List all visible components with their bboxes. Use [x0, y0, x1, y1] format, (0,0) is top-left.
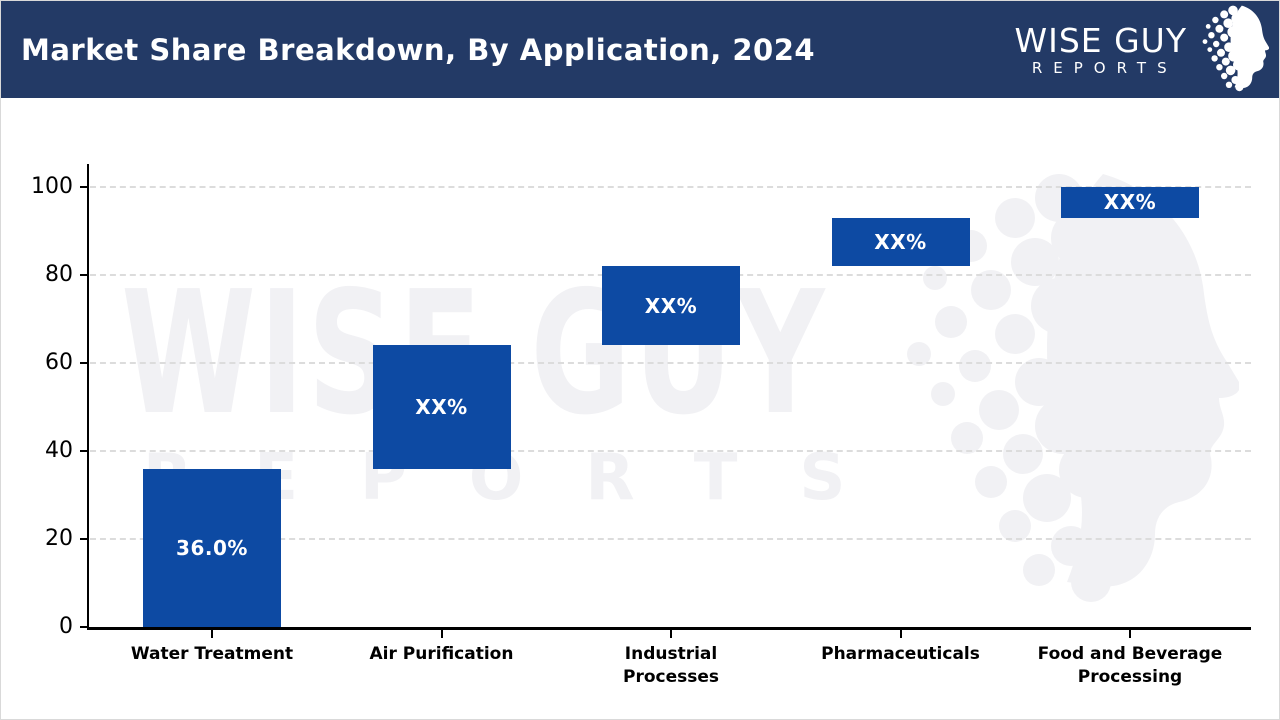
category-label-air-purification: Air Purification	[369, 644, 514, 664]
ytick-mark-0	[80, 626, 89, 628]
category-label-water-treatment: Water Treatment	[130, 644, 294, 664]
bar-food-and-beverage-processing: XX%	[1061, 187, 1199, 218]
ytick-mark-100	[80, 186, 89, 188]
bar-value-label-industrial-processes: XX%	[644, 293, 698, 318]
gridline-100	[90, 186, 1251, 188]
x-axis-line	[87, 627, 1251, 630]
wiseguy-logo: WISE GUY REPORTS	[1014, 4, 1269, 96]
header-bar: Market Share Breakdown, By Application, …	[1, 1, 1279, 98]
gridline-60	[90, 362, 1251, 364]
dot-head-logo-icon	[1189, 4, 1269, 96]
ytick-mark-20	[80, 538, 89, 540]
category-label-industrial-processes: Industrial Processes	[622, 644, 719, 687]
ytick-mark-40	[80, 450, 89, 452]
ytick-mark-60	[80, 362, 89, 364]
bar-pharmaceuticals: XX%	[831, 217, 970, 267]
y-axis-line	[87, 164, 89, 630]
category-label-pharmaceuticals: Pharmaceuticals	[821, 644, 980, 664]
xtick-mark-air-purification	[440, 630, 443, 638]
xtick-mark-pharmaceuticals	[899, 630, 902, 638]
bar-value-label-water-treatment: 36.0%	[176, 535, 248, 560]
ytick-label-80: 80	[45, 262, 73, 287]
ytick-label-40: 40	[45, 438, 73, 463]
ytick-label-0: 0	[59, 614, 73, 639]
ytick-label-20: 20	[45, 526, 73, 551]
bar-air-purification: XX%	[372, 345, 511, 469]
xtick-mark-food-and-beverage-processing	[1129, 630, 1131, 638]
bar-value-label-food-and-beverage-processing: XX%	[1103, 190, 1157, 215]
gridline-40	[90, 450, 1251, 452]
category-label-food-and-beverage-processing: Food and Beverage Processing	[1037, 644, 1223, 687]
xtick-mark-water-treatment	[211, 630, 213, 638]
logo-subtext: REPORTS	[1031, 58, 1178, 77]
xtick-mark-industrial-processes	[670, 630, 672, 638]
bar-value-label-air-purification: XX%	[415, 394, 468, 419]
page-title: Market Share Breakdown, By Application, …	[21, 32, 816, 67]
logo-wordmark: WISE GUY	[1014, 20, 1187, 60]
bar-water-treatment: 36.0%	[143, 468, 281, 627]
gridline-20	[90, 538, 1251, 540]
logo-text: WISE GUY REPORTS	[1014, 24, 1187, 76]
ytick-label-100: 100	[31, 174, 73, 199]
ytick-mark-80	[80, 274, 89, 276]
bar-value-label-pharmaceuticals: XX%	[874, 229, 927, 254]
bar-industrial-processes: XX%	[602, 266, 740, 346]
ytick-label-60: 60	[45, 350, 73, 375]
